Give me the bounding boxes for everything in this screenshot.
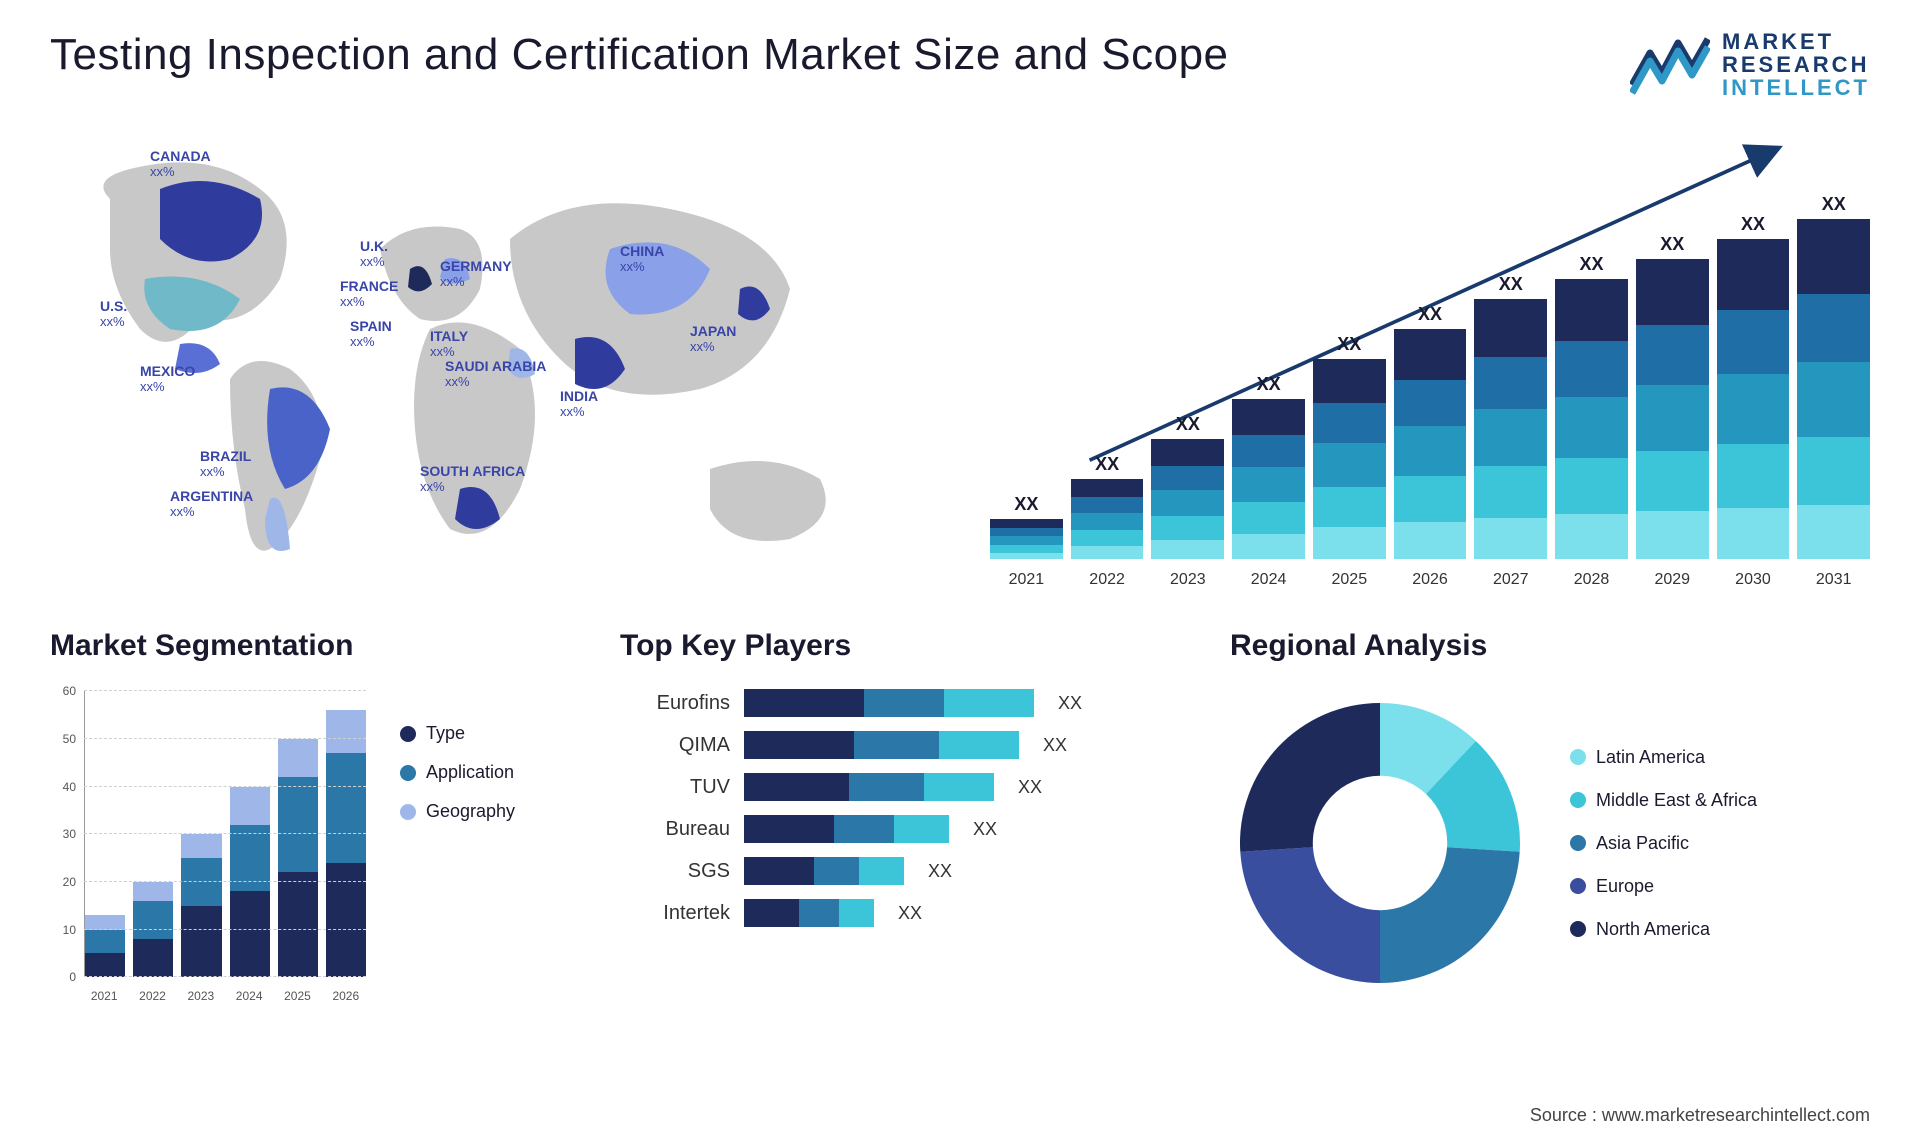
legend-item: Latin America — [1570, 747, 1757, 768]
regional-legend: Latin America Middle East & Africa Asia Pa… — [1570, 747, 1757, 940]
logo-mark-icon — [1630, 35, 1710, 95]
legend-item: Type — [400, 723, 515, 744]
segmentation-bar — [85, 915, 125, 977]
regional-donut — [1230, 693, 1530, 993]
growth-bar: XX — [1313, 334, 1386, 559]
growth-bar: XX — [1797, 194, 1870, 559]
map-label: BRAZILxx% — [200, 449, 251, 479]
legend-item: Europe — [1570, 876, 1757, 897]
growth-bar: XX — [1151, 414, 1224, 559]
donut-slice — [1240, 703, 1380, 852]
player-row: BureauXX — [620, 815, 1180, 843]
key-players-title: Top Key Players — [620, 629, 1180, 663]
map-label: SAUDI ARABIAxx% — [445, 359, 546, 389]
logo-text-3: INTELLECT — [1722, 76, 1870, 99]
player-row: IntertekXX — [620, 899, 1180, 927]
growth-bar: XX — [1717, 214, 1790, 559]
map-label: SPAINxx% — [350, 319, 392, 349]
regional-panel: Regional Analysis Latin America Middle Ea… — [1230, 629, 1870, 1049]
player-row: SGSXX — [620, 857, 1180, 885]
growth-bar: XX — [1232, 374, 1305, 559]
map-label: GERMANYxx% — [440, 259, 512, 289]
segmentation-chart: 0102030405060 202120222023202420252026 — [50, 683, 370, 1003]
legend-item: Asia Pacific — [1570, 833, 1757, 854]
segmentation-title: Market Segmentation — [50, 629, 570, 663]
map-label: SOUTH AFRICAxx% — [420, 464, 525, 494]
growth-bar: XX — [1555, 254, 1628, 559]
legend-item: North America — [1570, 919, 1757, 940]
growth-bar: XX — [1636, 234, 1709, 559]
growth-bar: XX — [1071, 454, 1144, 559]
source-attribution: Source : www.marketresearchintellect.com — [1530, 1105, 1870, 1126]
logo-text-1: MARKET — [1722, 30, 1870, 53]
regional-title: Regional Analysis — [1230, 629, 1870, 663]
segmentation-bar — [278, 739, 318, 977]
segmentation-legend: Type Application Geography — [400, 683, 515, 1003]
donut-slice — [1380, 848, 1520, 984]
segmentation-bar — [230, 787, 270, 978]
player-row: TUVXX — [620, 773, 1180, 801]
world-map: CANADAxx% U.S.xx% MEXICOxx% BRAZILxx% ARGENT… — [50, 129, 950, 589]
map-label: U.S.xx% — [100, 299, 127, 329]
growth-bar: XX — [990, 494, 1063, 559]
growth-bar: XX — [1394, 304, 1467, 559]
growth-chart: XXXXXXXXXXXXXXXXXXXXXX 20212022202320242… — [990, 129, 1870, 589]
legend-item: Geography — [400, 801, 515, 822]
logo-text-2: RESEARCH — [1722, 53, 1870, 76]
segmentation-bar — [326, 710, 366, 977]
map-label: INDIAxx% — [560, 389, 598, 419]
player-row: QIMAXX — [620, 731, 1180, 759]
map-label: MEXICOxx% — [140, 364, 195, 394]
map-label: JAPANxx% — [690, 324, 736, 354]
growth-bar: XX — [1474, 274, 1547, 559]
page-title: Testing Inspection and Certification Mar… — [50, 30, 1229, 80]
segmentation-bar — [181, 834, 221, 977]
segmentation-bar — [133, 882, 173, 977]
segmentation-panel: Market Segmentation 0102030405060 202120… — [50, 629, 570, 1049]
map-label: ITALYxx% — [430, 329, 468, 359]
donut-slice — [1240, 848, 1380, 984]
map-label: CHINAxx% — [620, 244, 664, 274]
map-label: CANADAxx% — [150, 149, 211, 179]
map-label: ARGENTINAxx% — [170, 489, 253, 519]
map-label: FRANCExx% — [340, 279, 398, 309]
key-players-chart: EurofinsXX QIMAXX TUVXX BureauXX SGSXX Intert… — [620, 683, 1180, 927]
map-label: U.K.xx% — [360, 239, 388, 269]
legend-item: Application — [400, 762, 515, 783]
key-players-panel: Top Key Players EurofinsXX QIMAXX TUVXX Bur… — [620, 629, 1180, 1049]
player-row: EurofinsXX — [620, 689, 1180, 717]
brand-logo: MARKET RESEARCH INTELLECT — [1630, 30, 1870, 99]
legend-item: Middle East & Africa — [1570, 790, 1757, 811]
